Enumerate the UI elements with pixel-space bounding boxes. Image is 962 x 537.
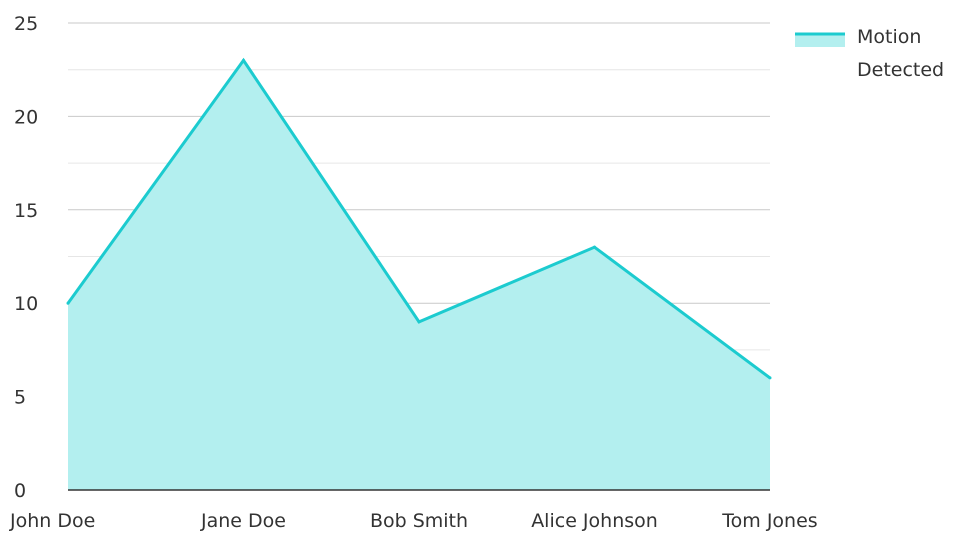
legend: Motion Detected: [795, 26, 944, 81]
x-tick-label: John Doe: [9, 510, 95, 532]
x-tick-label: Tom Jones: [721, 510, 817, 532]
data-point: [593, 245, 596, 249]
series-area-motion-detected: [68, 60, 770, 491]
legend-label-line-2: Detected: [857, 59, 944, 81]
y-tick-label: 0: [14, 480, 26, 502]
y-tick-label: 25: [14, 13, 38, 35]
axes: 0 5 10 15 20 25 John Doe Jane Doe Bob Smith Alice…: [9, 13, 818, 532]
data-point: [768, 376, 772, 380]
y-tick-label: 20: [14, 106, 38, 128]
data-point: [66, 301, 70, 305]
legend-swatch-fill: [795, 34, 845, 47]
plot-area: [66, 57, 772, 491]
y-tick-label: 15: [14, 200, 38, 222]
data-point: [242, 58, 245, 62]
data-point: [417, 320, 421, 324]
y-tick-label: 10: [14, 293, 38, 315]
x-tick-label: Alice Johnson: [531, 510, 658, 532]
x-tick-label: Jane Doe: [200, 510, 286, 532]
y-tick-label: 5: [14, 387, 26, 409]
legend-label-line-1: Motion: [857, 26, 921, 48]
x-tick-label: Bob Smith: [370, 510, 468, 532]
